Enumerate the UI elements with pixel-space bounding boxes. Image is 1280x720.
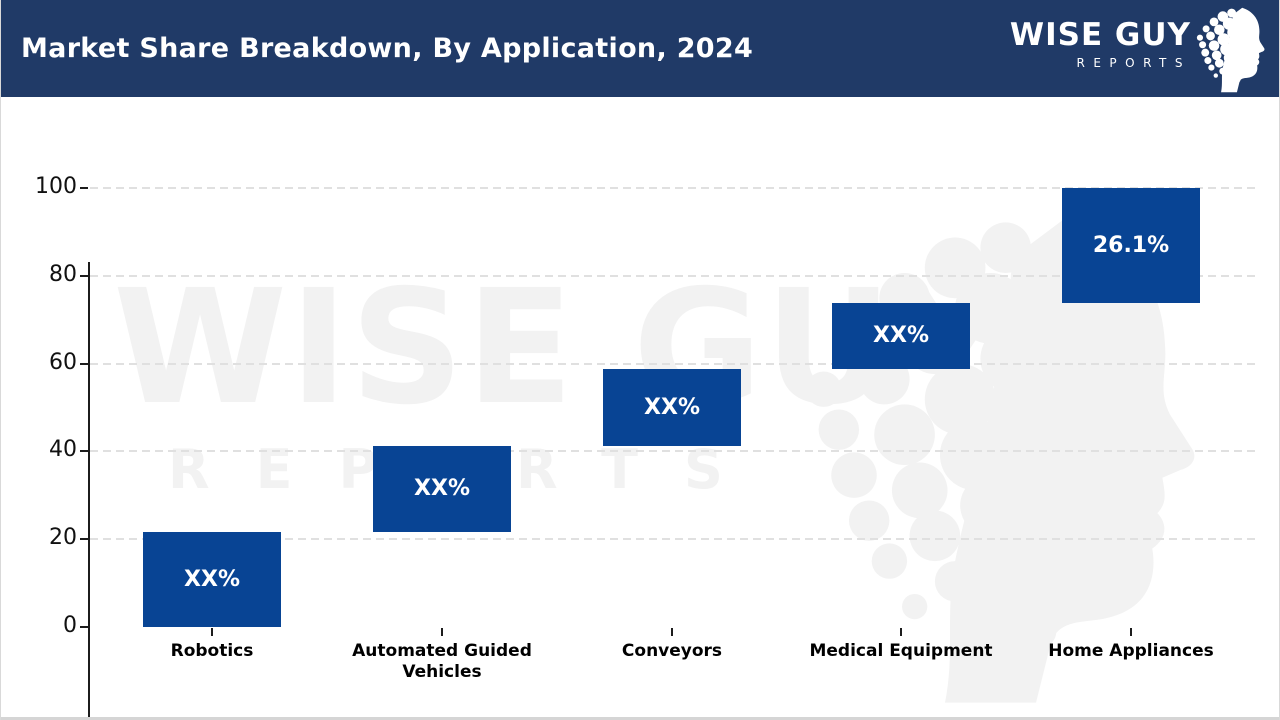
gridline-20 [90, 538, 1257, 541]
y-tick-mark-100 [80, 187, 88, 189]
bar-value-label: 26.1% [1092, 232, 1170, 258]
category-label-2: Conveyors [621, 641, 723, 661]
bar-value-label: XX% [644, 394, 700, 420]
bar-conveyors: XX% [603, 368, 741, 446]
x-tick-mark-2 [671, 628, 673, 636]
bar-value-label: XX% [414, 476, 470, 502]
bar-value-label: XX% [184, 566, 240, 592]
footer-divider [1, 717, 1279, 720]
bar-automated-guided-vehicles: XX% [373, 445, 511, 532]
y-tick-mark-40 [80, 450, 88, 453]
category-label-4: Home Appliances [1048, 641, 1214, 661]
logo-subtitle: REPORTS [1076, 56, 1191, 70]
logo-wordmark: WISE GUY [1009, 17, 1191, 53]
gridline-80 [90, 274, 1257, 277]
y-tick-label-60: 60 [49, 349, 77, 375]
bar-robotics: XX% [143, 531, 281, 627]
plot-area: 0 20 40 60 80 100 XX% XX% XX% XX% 26.1% Robotics A… [1, 97, 1279, 720]
gridline-40 [90, 450, 1257, 453]
y-tick-label-0: 0 [63, 613, 77, 638]
category-label-3: Medical Equipment [809, 641, 993, 661]
y-tick-mark-20 [80, 538, 88, 541]
gridline-60 [90, 362, 1257, 365]
gridline-100 [90, 187, 1257, 189]
x-tick-mark-3 [900, 628, 902, 636]
x-tick-mark-0 [211, 628, 213, 636]
logo-text: WISE GUY REPORTS [1010, 18, 1191, 72]
header-bar: Market Share Breakdown, By Application, … [1, 0, 1279, 97]
logo-face-icon [1189, 6, 1269, 94]
y-tick-label-80: 80 [49, 261, 77, 287]
y-tick-label-20: 20 [49, 525, 77, 551]
y-tick-mark-0 [80, 626, 88, 628]
chart-title: Market Share Breakdown, By Application, … [21, 33, 754, 64]
y-tick-mark-60 [80, 362, 88, 365]
bar-home-appliances: 26.1% [1062, 188, 1200, 303]
y-axis-spine [88, 262, 90, 720]
y-tick-mark-80 [80, 274, 88, 277]
category-label-1: Automated Guided Vehicles [352, 641, 532, 682]
y-tick-label-100: 100 [35, 174, 77, 199]
category-label-0: Robotics [170, 641, 254, 661]
wise-guy-logo: WISE GUY REPORTS [999, 4, 1269, 94]
y-tick-label-40: 40 [49, 437, 77, 463]
bar-value-label: XX% [873, 323, 929, 349]
x-tick-mark-4 [1130, 628, 1132, 636]
x-tick-mark-1 [441, 628, 443, 636]
bar-medical-equipment: XX% [832, 302, 970, 369]
